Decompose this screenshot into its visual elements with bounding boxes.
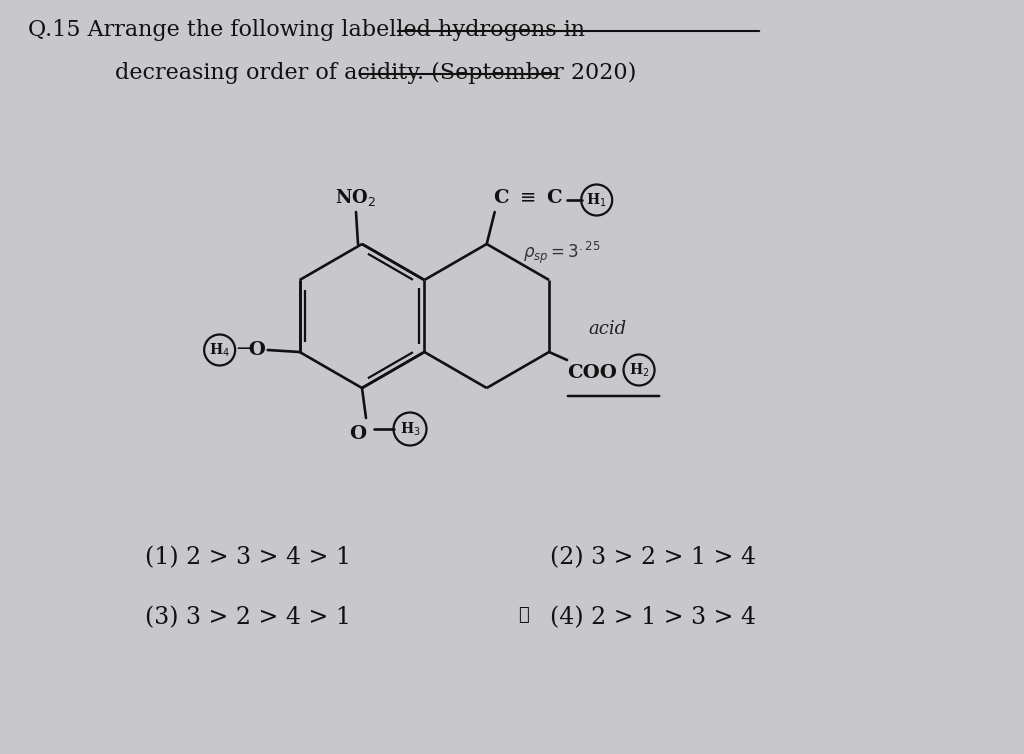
Text: H$_2$: H$_2$ xyxy=(629,361,649,379)
Text: ─O: ─O xyxy=(237,341,265,359)
Text: decreasing order of acidity. (September 2020): decreasing order of acidity. (September … xyxy=(115,62,636,84)
Text: H$_4$: H$_4$ xyxy=(209,342,230,359)
Text: Q.15 Arrange the following labelled hydrogens in: Q.15 Arrange the following labelled hydr… xyxy=(28,19,585,41)
Text: O: O xyxy=(349,425,367,443)
Text: (2) 3 > 2 > 1 > 4: (2) 3 > 2 > 1 > 4 xyxy=(550,546,756,569)
Text: (3) 3 > 2 > 4 > 1: (3) 3 > 2 > 4 > 1 xyxy=(145,606,351,629)
Text: (4) 2 > 1 > 3 > 4: (4) 2 > 1 > 3 > 4 xyxy=(550,606,756,629)
Text: H$_3$: H$_3$ xyxy=(399,420,420,438)
Text: NO$_2$: NO$_2$ xyxy=(336,187,377,208)
Text: (1) 2 > 3 > 4 > 1: (1) 2 > 3 > 4 > 1 xyxy=(145,546,351,569)
Text: C $\equiv$ C: C $\equiv$ C xyxy=(493,189,562,207)
Text: COO: COO xyxy=(567,364,616,382)
Text: acid: acid xyxy=(588,320,626,338)
Text: ✓: ✓ xyxy=(518,606,528,624)
Text: H$_1$: H$_1$ xyxy=(587,192,607,209)
Text: $\rho_{sp} = 3^{.25}$: $\rho_{sp} = 3^{.25}$ xyxy=(522,240,600,266)
